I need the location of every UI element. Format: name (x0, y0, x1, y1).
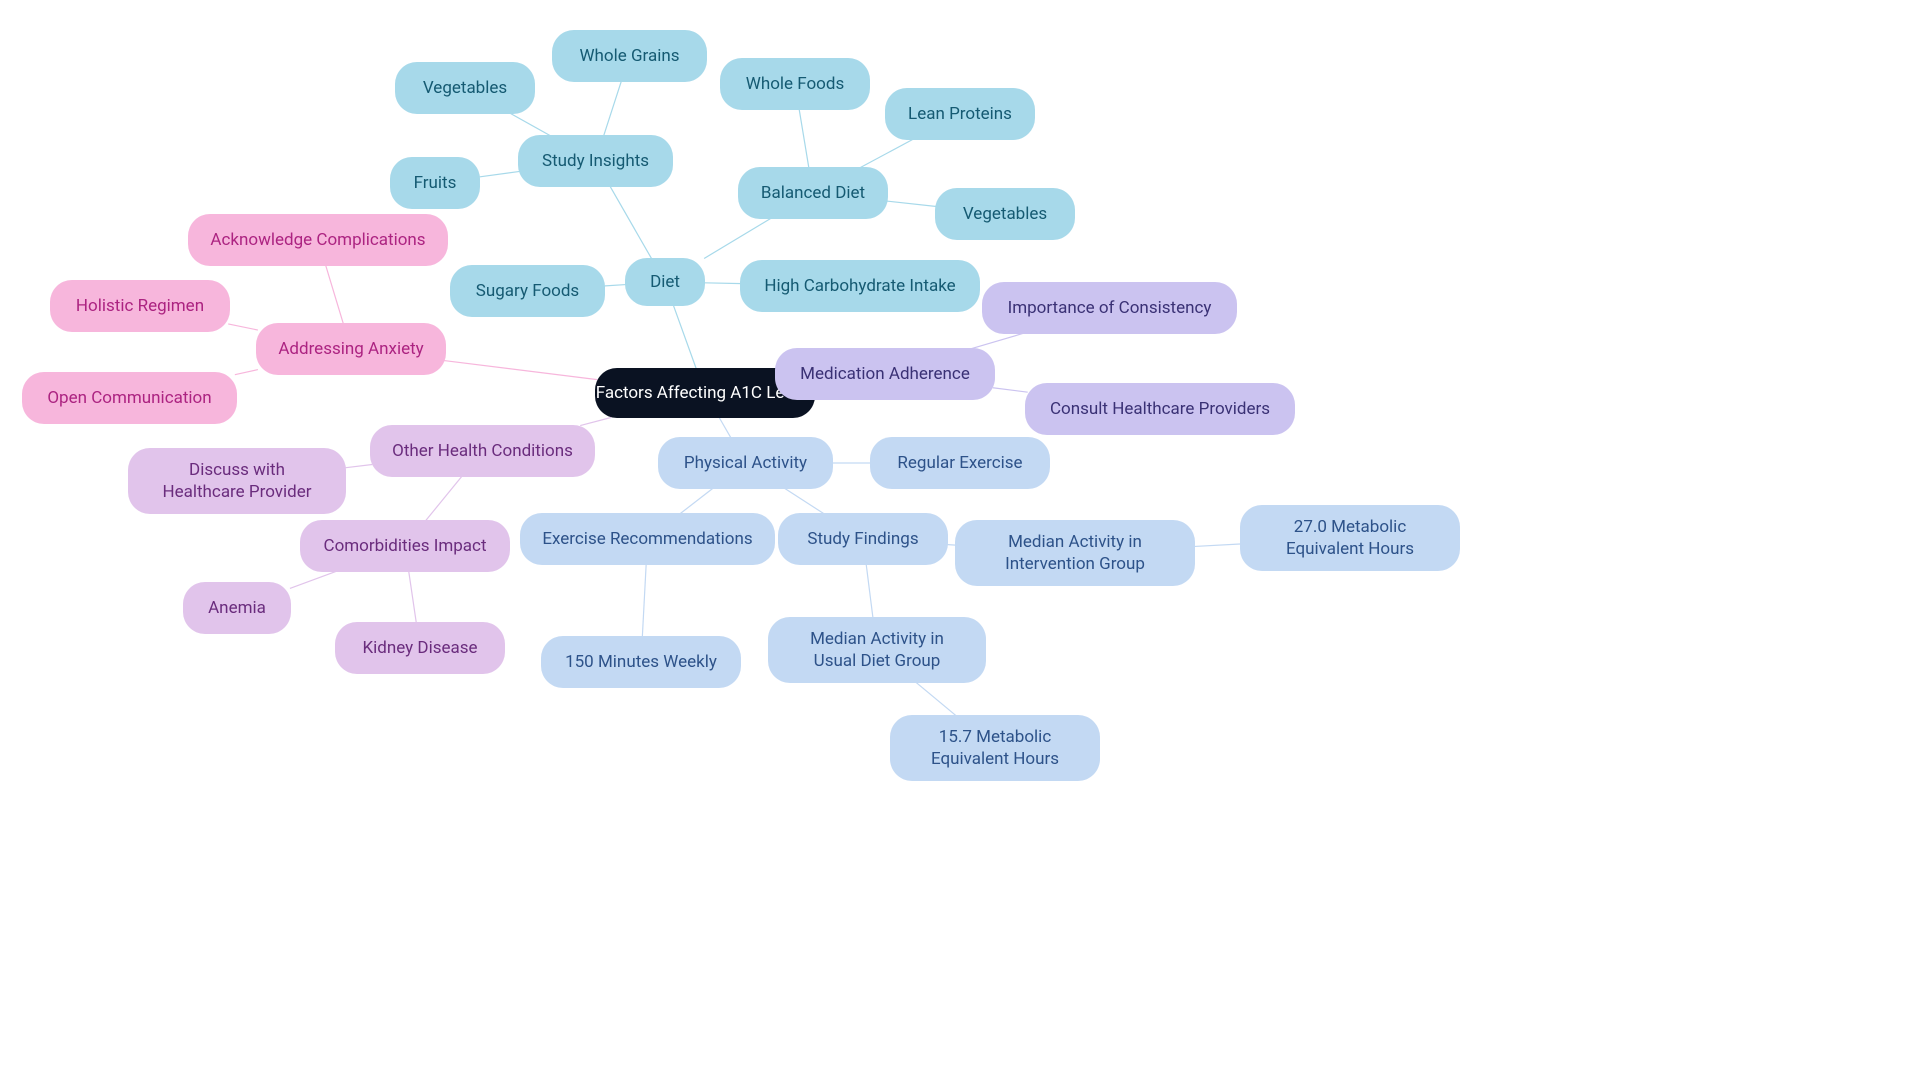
edge-balanced-whole_foods (799, 109, 809, 167)
node-study_insights: Study Insights (518, 135, 673, 187)
node-other_health: Other Health Conditions (370, 425, 595, 477)
edge-study_findings-median_usual (866, 564, 873, 617)
node-medication: Medication Adherence (775, 348, 995, 400)
edge-comorbidities-anemia (290, 571, 336, 588)
edge-physical-exercise_rec (680, 488, 712, 513)
node-met157: 15.7 Metabolic Equivalent Hours (890, 715, 1100, 781)
node-vegetables_b: Vegetables (935, 188, 1075, 240)
edge-balanced-lean_proteins (860, 139, 912, 167)
edge-anxiety-holistic (228, 324, 258, 330)
edge-root-diet (673, 306, 696, 369)
node-comorbidities: Comorbidities Impact (300, 520, 510, 572)
node-discuss_hcp: Discuss with Healthcare Provider (128, 448, 346, 514)
node-open_comm: Open Communication (22, 372, 237, 424)
node-median_usual: Median Activity in Usual Diet Group (768, 617, 986, 683)
edge-study_insights-whole_grains (604, 81, 621, 135)
edge-root-other_health (580, 418, 611, 426)
node-min150: 150 Minutes Weekly (541, 636, 741, 688)
node-whole_grains: Whole Grains (552, 30, 707, 82)
node-physical: Physical Activity (658, 437, 833, 489)
node-balanced: Balanced Diet (738, 167, 888, 219)
edge-balanced-vegetables_b (887, 201, 937, 206)
edge-median_usual-met157 (916, 682, 956, 715)
node-high_carb: High Carbohydrate Intake (740, 260, 980, 312)
edge-medication-consult (993, 388, 1028, 392)
node-study_findings: Study Findings (778, 513, 948, 565)
node-anxiety: Addressing Anxiety (256, 323, 446, 375)
edge-study_insights-fruits (479, 171, 519, 177)
edge-comorbidities-kidney (409, 571, 417, 622)
edge-study_insights-vegetables_s (511, 113, 550, 135)
edge-diet-balanced (704, 218, 771, 258)
node-diet: Diet (625, 258, 705, 306)
node-sugary: Sugary Foods (450, 265, 605, 317)
edge-other_health-discuss_hcp (344, 464, 372, 467)
node-whole_foods: Whole Foods (720, 58, 870, 110)
edge-other_health-comorbidities (426, 476, 462, 520)
edge-diet-high_carb (704, 283, 742, 284)
edge-physical-study_findings (785, 488, 824, 513)
edge-anxiety-ack_comp (326, 265, 344, 323)
node-regular_ex: Regular Exercise (870, 437, 1050, 489)
node-met27: 27.0 Metabolic Equivalent Hours (1240, 505, 1460, 571)
node-ack_comp: Acknowledge Complications (188, 214, 448, 266)
edge-diet-sugary (603, 285, 625, 286)
node-holistic: Holistic Regimen (50, 280, 230, 332)
edge-anxiety-open_comm (235, 370, 258, 375)
edge-root-anxiety (444, 361, 597, 380)
node-anemia: Anemia (183, 582, 291, 634)
node-consistency: Importance of Consistency (982, 282, 1237, 334)
node-exercise_rec: Exercise Recommendations (520, 513, 775, 565)
node-fruits: Fruits (390, 157, 480, 209)
node-lean_proteins: Lean Proteins (885, 88, 1035, 140)
node-consult: Consult Healthcare Providers (1025, 383, 1295, 435)
edge-medication-consistency (972, 333, 1023, 348)
node-median_intervention: Median Activity in Intervention Group (955, 520, 1195, 586)
edge-exercise_rec-min150 (642, 564, 646, 636)
edge-root-physical (719, 418, 731, 438)
node-vegetables_s: Vegetables (395, 62, 535, 114)
edge-diet-study_insights (610, 186, 651, 258)
node-kidney: Kidney Disease (335, 622, 505, 674)
edge-median_intervention-met27 (1193, 544, 1243, 547)
